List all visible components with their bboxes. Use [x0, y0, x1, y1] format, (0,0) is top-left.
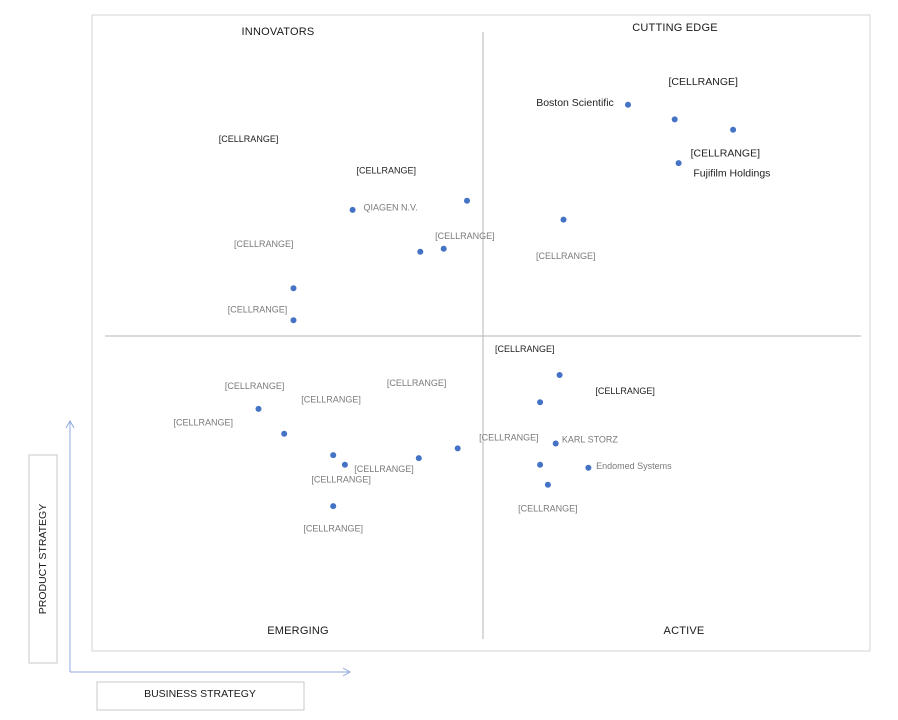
data-label-11: [CELLRANGE]	[228, 304, 288, 314]
data-label-3: [CELLRANGE]	[691, 147, 761, 159]
data-point-1	[625, 101, 631, 108]
data-points	[255, 101, 737, 510]
chart-frame	[91, 14, 871, 652]
data-label-18: [CELLRANGE]	[387, 378, 447, 388]
data-label-1: Boston Scientific	[536, 97, 614, 109]
data-point-12	[556, 372, 563, 378]
data-label-10: [CELLRANGE]	[234, 239, 294, 249]
data-point-9	[417, 248, 424, 255]
data-point-16	[585, 464, 592, 471]
data-label-19: [CELLRANGE]	[225, 381, 285, 391]
quadrant-label-bottom-right: ACTIVE	[664, 625, 705, 637]
data-point-18	[255, 405, 262, 412]
data-label-20: [CELLRANGE]	[301, 394, 361, 404]
data-label-14: KARL STORZ	[562, 434, 619, 444]
data-label-24: [CELLRANGE]	[303, 524, 363, 534]
data-point-10	[290, 285, 297, 292]
data-label-15: Endomed Systems	[596, 461, 672, 471]
data-point-5	[560, 216, 567, 223]
data-point-20	[330, 452, 337, 459]
data-point-6	[464, 197, 470, 204]
data-point-11	[290, 317, 297, 324]
data-label-2: [CELLRANGE]	[669, 76, 739, 88]
data-point-19	[281, 430, 288, 437]
data-label-6: [CELLRANGE]	[357, 165, 417, 175]
data-label-5: [CELLRANGE]	[219, 134, 279, 144]
data-point-15	[537, 461, 544, 468]
data-label-22: [CELLRANGE]	[354, 464, 414, 474]
data-label-9: [CELLRANGE]	[536, 251, 596, 261]
data-label-17: [CELLRANGE]	[518, 504, 578, 514]
quadrant-label-top-left: INNOVATORS	[242, 26, 315, 38]
x-axis-label: BUSINESS STRATEGY	[144, 688, 256, 700]
data-label-7: QIAGEN N.V.	[364, 203, 418, 213]
quadrant-label-top-right: CUTTING EDGE	[632, 22, 718, 34]
data-point-4	[675, 160, 682, 167]
data-point-22	[415, 455, 422, 462]
data-point-3	[730, 126, 737, 133]
data-label-21: [CELLRANGE]	[174, 417, 234, 427]
data-point-23	[454, 445, 461, 452]
data-point-21	[341, 461, 348, 468]
data-point-7	[349, 206, 356, 213]
x-axis-label-box	[96, 681, 305, 711]
data-label-16: [CELLRANGE]	[479, 433, 539, 443]
data-label-12: [CELLRANGE]	[495, 344, 555, 354]
data-label-4: Fujifilm Holdings	[693, 168, 770, 180]
y-axis-label: PRODUCT STRATEGY	[37, 504, 49, 614]
data-point-17	[544, 481, 551, 488]
data-label-23: [CELLRANGE]	[311, 474, 371, 484]
quadrant-label-bottom-left: EMERGING	[267, 625, 329, 637]
data-point-8	[440, 245, 447, 252]
data-point-2	[671, 116, 678, 123]
data-label-8: [CELLRANGE]	[435, 231, 495, 241]
y-axis-label-box	[28, 454, 58, 664]
y-axis-arrowhead	[65, 419, 75, 429]
data-label-13: [CELLRANGE]	[595, 386, 655, 396]
data-point-24	[330, 503, 337, 510]
data-point-14	[552, 440, 559, 447]
data-point-13	[537, 399, 544, 406]
x-axis-arrowhead	[342, 667, 352, 677]
axis-arrows	[65, 419, 352, 677]
data-labels: Boston Scientific[CELLRANGE][CELLRANGE]F…	[174, 76, 771, 534]
